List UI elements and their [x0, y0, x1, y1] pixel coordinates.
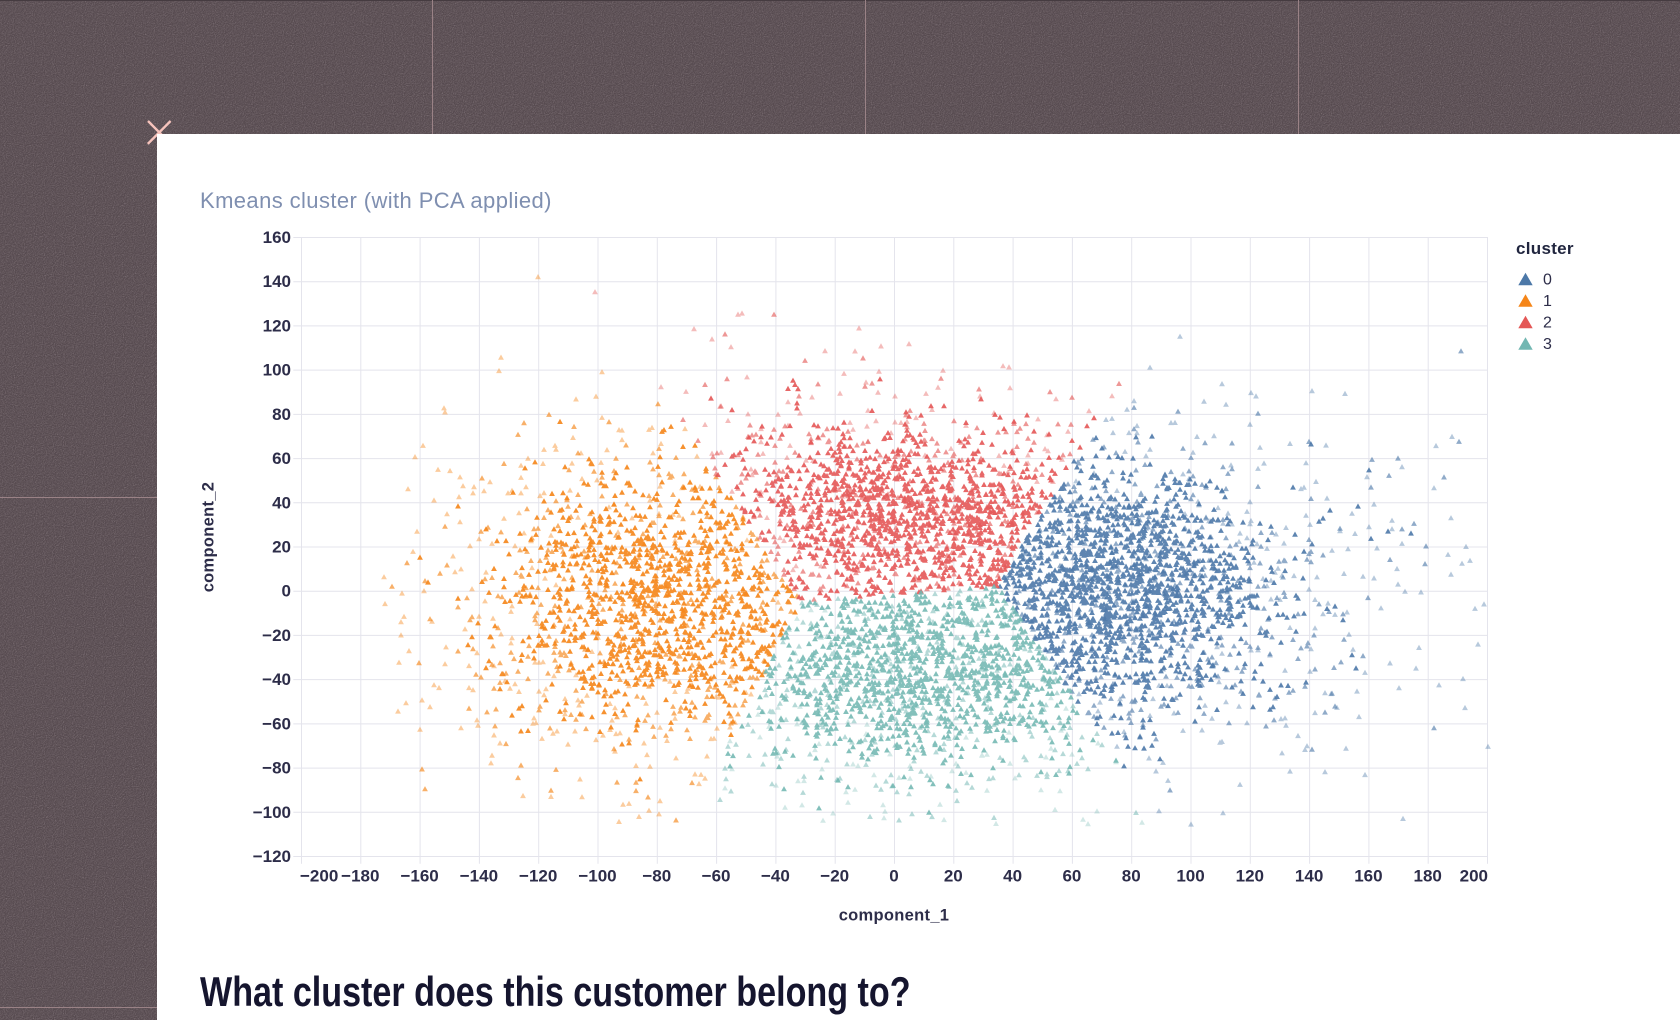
svg-text:40: 40: [1003, 867, 1022, 886]
svg-text:−60: −60: [262, 714, 291, 733]
svg-text:−160: −160: [400, 867, 438, 886]
svg-text:0: 0: [889, 867, 898, 886]
svg-text:100: 100: [263, 361, 291, 380]
svg-text:−20: −20: [820, 867, 849, 886]
svg-text:−100: −100: [253, 803, 291, 822]
svg-text:200: 200: [1460, 867, 1488, 886]
svg-text:cluster: cluster: [1516, 239, 1574, 258]
svg-text:2: 2: [1543, 315, 1552, 332]
svg-text:0: 0: [1543, 272, 1552, 289]
svg-text:60: 60: [1062, 867, 1081, 886]
svg-text:180: 180: [1414, 867, 1442, 886]
svg-text:0: 0: [282, 582, 291, 601]
svg-text:140: 140: [1295, 867, 1323, 886]
svg-text:100: 100: [1176, 867, 1204, 886]
svg-text:−180: −180: [341, 867, 379, 886]
svg-text:−80: −80: [642, 867, 671, 886]
svg-text:−200: −200: [300, 867, 338, 886]
svg-text:component_2: component_2: [200, 482, 218, 593]
svg-text:160: 160: [1354, 867, 1382, 886]
svg-text:1: 1: [1543, 293, 1552, 310]
svg-text:−140: −140: [460, 867, 498, 886]
svg-text:20: 20: [272, 538, 291, 557]
svg-text:160: 160: [263, 228, 291, 247]
svg-text:40: 40: [272, 493, 291, 512]
svg-text:−40: −40: [262, 670, 291, 689]
svg-text:−80: −80: [262, 759, 291, 778]
svg-text:60: 60: [272, 449, 291, 468]
svg-text:−60: −60: [702, 867, 731, 886]
svg-text:20: 20: [944, 867, 963, 886]
svg-text:−100: −100: [578, 867, 616, 886]
svg-text:120: 120: [263, 316, 291, 335]
svg-text:−120: −120: [253, 847, 291, 866]
svg-text:component_1: component_1: [839, 907, 950, 925]
svg-text:−120: −120: [519, 867, 557, 886]
svg-text:3: 3: [1543, 336, 1552, 353]
svg-text:120: 120: [1236, 867, 1264, 886]
svg-text:80: 80: [1122, 867, 1141, 886]
svg-text:80: 80: [272, 405, 291, 424]
svg-text:−40: −40: [761, 867, 790, 886]
svg-text:140: 140: [263, 272, 291, 291]
svg-text:−20: −20: [262, 626, 291, 645]
